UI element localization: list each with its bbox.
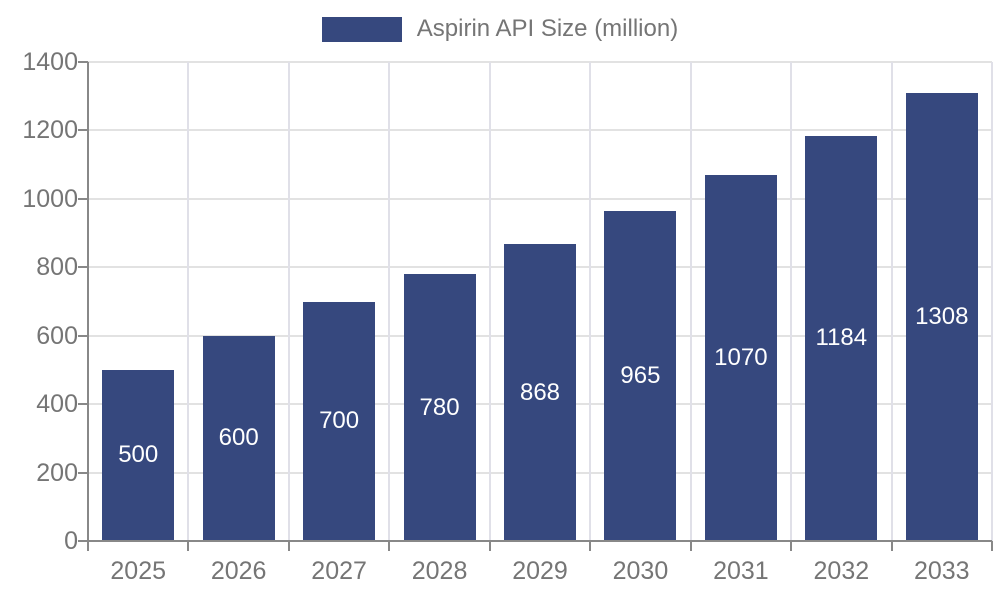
bar-2031[interactable]: 1070 <box>704 174 777 541</box>
v-gridline <box>488 62 491 541</box>
x-tick-label-2030: 2030 <box>612 557 669 585</box>
x-axis-tick <box>589 541 592 551</box>
bar-2028[interactable]: 780 <box>403 274 476 541</box>
bar-2030[interactable]: 965 <box>604 210 677 541</box>
y-axis-tick <box>78 266 88 269</box>
x-axis-tick <box>187 541 190 551</box>
x-axis-line <box>87 540 992 542</box>
x-axis-tick <box>87 541 89 551</box>
y-tick-label: 0 <box>64 527 78 555</box>
x-tick-label-2029: 2029 <box>512 557 568 585</box>
bar-value-label: 780 <box>419 393 460 421</box>
y-tick-label: 1200 <box>22 116 78 145</box>
legend-item[interactable]: Aspirin API Size (million) <box>0 15 1000 43</box>
x-tick-label-2028: 2028 <box>411 557 468 585</box>
y-axis-tick <box>78 471 88 474</box>
y-axis-tick <box>78 334 88 337</box>
plot-area: 500 600 700 780 868 965 1070 1184 1308 <box>88 62 992 541</box>
y-axis-tick <box>78 197 88 200</box>
h-gridline <box>88 61 992 63</box>
x-tick-label-2033: 2033 <box>913 557 970 585</box>
y-axis-tick <box>78 540 88 542</box>
x-tick-label-2032: 2032 <box>813 557 870 585</box>
legend-swatch <box>321 16 402 42</box>
bar-value-label: 868 <box>519 378 561 406</box>
y-axis-line <box>87 62 89 541</box>
y-tick-label: 800 <box>36 253 78 282</box>
x-axis-tick <box>287 541 290 551</box>
x-tick-label-2026: 2026 <box>210 557 267 585</box>
x-axis-tick <box>388 541 391 551</box>
v-gridline <box>287 62 290 541</box>
y-axis-tick <box>78 61 88 63</box>
y-tick-label: 1000 <box>22 184 78 213</box>
x-axis-tick <box>689 541 692 551</box>
bar-value-label: 500 <box>118 441 159 469</box>
bar-2029[interactable]: 868 <box>504 244 576 541</box>
bar-2025[interactable]: 500 <box>102 369 175 541</box>
x-tick-label-2025: 2025 <box>110 557 167 585</box>
bar-value-label: 700 <box>319 407 360 435</box>
y-tick-label: 200 <box>36 458 78 487</box>
bar-value-label: 965 <box>620 361 661 389</box>
bar-value-label: 600 <box>218 424 259 452</box>
x-axis-tick <box>488 541 491 551</box>
h-gridline <box>88 197 992 200</box>
bar-value-label: 1070 <box>714 343 768 371</box>
v-gridline <box>890 62 893 541</box>
y-axis-tick <box>78 129 88 132</box>
x-tick-label-2027: 2027 <box>311 557 367 585</box>
v-gridline <box>187 62 190 541</box>
v-gridline <box>991 62 993 541</box>
y-tick-label: 400 <box>36 390 78 419</box>
bar-2033[interactable]: 1308 <box>905 93 978 541</box>
bar-value-label: 1184 <box>815 324 868 352</box>
x-axis-tick <box>890 541 893 551</box>
v-gridline <box>388 62 391 541</box>
bar-2027[interactable]: 700 <box>303 301 376 541</box>
x-tick-label-2031: 2031 <box>713 557 769 585</box>
x-axis-tick <box>991 541 993 551</box>
bar-value-label: 1308 <box>915 303 969 331</box>
y-tick-label: 600 <box>36 321 78 350</box>
v-gridline <box>589 62 592 541</box>
bar-2026[interactable]: 600 <box>202 335 275 541</box>
legend-label: Aspirin API Size (million) <box>416 15 679 42</box>
x-axis-tick <box>790 541 793 551</box>
y-axis-tick <box>78 403 88 406</box>
v-gridline <box>790 62 793 541</box>
bar-2032[interactable]: 1184 <box>805 135 878 541</box>
y-tick-label: 1400 <box>22 48 78 76</box>
v-gridline <box>689 62 692 541</box>
h-gridline <box>88 129 992 132</box>
